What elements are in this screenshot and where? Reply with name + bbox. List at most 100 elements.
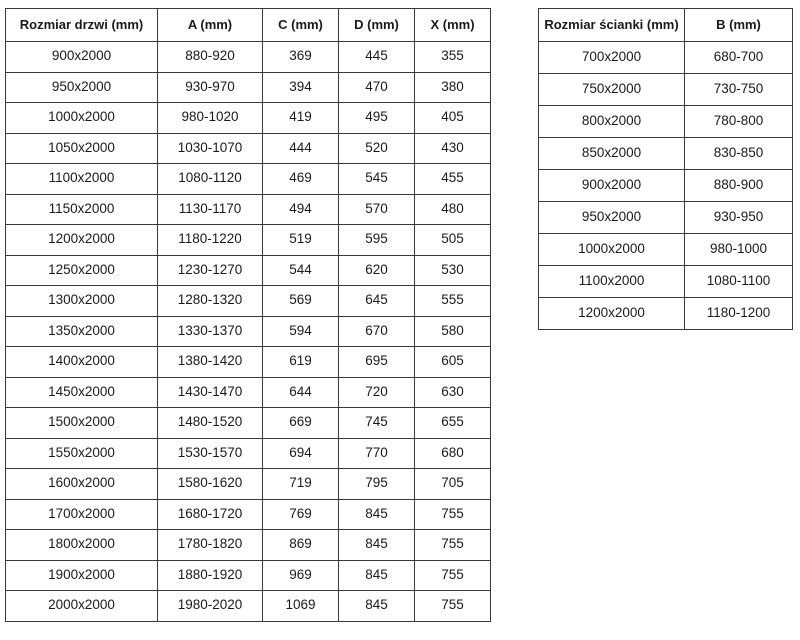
table-row: 1250x2000 1230-1270 544 620 530 (5, 254, 491, 286)
doors_table-cell: 745 (338, 407, 415, 439)
doors_table-cell: 1250x2000 (5, 254, 158, 286)
wall_table-cell: 1000x2000 (538, 233, 685, 266)
doors_table-cell: 545 (338, 163, 415, 195)
doors_table-cell: 1880-1920 (157, 559, 263, 591)
doors_table-cell: 519 (262, 224, 339, 256)
doors_table-cell: 1900x2000 (5, 559, 158, 591)
doors_table-cell: 1400x2000 (5, 346, 158, 378)
doors_table-cell: 544 (262, 254, 339, 286)
doors_table-cell: 694 (262, 437, 339, 469)
doors_table-cell: 1080-1120 (157, 163, 263, 195)
doors_table-cell: 1330-1370 (157, 315, 263, 347)
table-row: 1550x2000 1530-1570 694 770 680 (5, 437, 491, 469)
table-row: 1350x2000 1330-1370 594 670 580 (5, 315, 491, 347)
doors-header-x: X (mm) (414, 8, 491, 42)
doors_table-cell: 505 (414, 224, 491, 256)
doors_table-cell: 430 (414, 132, 491, 164)
doors_table-cell: 680 (414, 437, 491, 469)
wall_table-cell: 680-700 (684, 41, 793, 74)
doors_table-cell: 619 (262, 346, 339, 378)
wall-table-body: 700x2000 680-700 750x2000 730-750 800x2000 78… (538, 41, 793, 330)
doors_table-cell: 1680-1720 (157, 498, 263, 530)
doors_table-cell: 2000x2000 (5, 590, 158, 622)
wall_table-cell: 730-750 (684, 73, 793, 106)
wall_table-cell: 830-850 (684, 137, 793, 170)
doors_table-cell: 1450x2000 (5, 376, 158, 408)
doors-dimensions-table: Rozmiar drzwi (mm) A (mm) C (mm) D (mm) … (5, 8, 491, 622)
wall-table-container: Rozmiar ścianki (mm) B (mm) 700x2000 680-… (538, 8, 793, 330)
doors-header-c: C (mm) (262, 8, 339, 42)
wall_table-cell: 950x2000 (538, 201, 685, 234)
doors_table-cell: 1380-1420 (157, 346, 263, 378)
doors_table-cell: 720 (338, 376, 415, 408)
doors-table-body: 900x2000 880-920 369 445 355 950x2000 930-970 3… (5, 41, 491, 622)
table-row: 2000x2000 1980-2020 1069 845 755 (5, 590, 491, 622)
wall_table-cell: 800x2000 (538, 105, 685, 138)
doors-header-a: A (mm) (157, 8, 263, 42)
wall_table-cell: 1100x2000 (538, 265, 685, 298)
wall-table-header-row: Rozmiar ścianki (mm) B (mm) (538, 8, 793, 42)
table-row: 900x2000 880-900 (538, 169, 793, 202)
doors_table-cell: 480 (414, 193, 491, 225)
table-row: 700x2000 680-700 (538, 41, 793, 74)
table-row: 1200x2000 1180-1220 519 595 505 (5, 224, 491, 256)
doors-table-container: Rozmiar drzwi (mm) A (mm) C (mm) D (mm) … (5, 8, 491, 622)
table-row: 800x2000 780-800 (538, 105, 793, 138)
doors_table-cell: 530 (414, 254, 491, 286)
doors_table-cell: 669 (262, 407, 339, 439)
doors_table-cell: 930-970 (157, 71, 263, 103)
doors_table-cell: 1200x2000 (5, 224, 158, 256)
doors_table-cell: 444 (262, 132, 339, 164)
wall-header-size: Rozmiar ścianki (mm) (538, 8, 685, 42)
doors_table-cell: 594 (262, 315, 339, 347)
table-row: 1800x2000 1780-1820 869 845 755 (5, 529, 491, 561)
doors_table-cell: 419 (262, 102, 339, 134)
doors_table-cell: 369 (262, 41, 339, 73)
table-row: 1400x2000 1380-1420 619 695 605 (5, 346, 491, 378)
doors_table-cell: 495 (338, 102, 415, 134)
doors_table-cell: 1500x2000 (5, 407, 158, 439)
doors_table-cell: 845 (338, 559, 415, 591)
doors_table-cell: 869 (262, 529, 339, 561)
table-row: 1500x2000 1480-1520 669 745 655 (5, 407, 491, 439)
doors-header-d: D (mm) (338, 8, 415, 42)
wall_table-cell: 1080-1100 (684, 265, 793, 298)
table-row: 1050x2000 1030-1070 444 520 430 (5, 132, 491, 164)
table-row: 1450x2000 1430-1470 644 720 630 (5, 376, 491, 408)
doors_table-cell: 980-1020 (157, 102, 263, 134)
doors_table-cell: 1980-2020 (157, 590, 263, 622)
table-row: 1700x2000 1680-1720 769 845 755 (5, 498, 491, 530)
doors_table-cell: 795 (338, 468, 415, 500)
table-row: 750x2000 730-750 (538, 73, 793, 106)
table-row: 1300x2000 1280-1320 569 645 555 (5, 285, 491, 317)
wall-dimensions-table: Rozmiar ścianki (mm) B (mm) 700x2000 680-… (538, 8, 793, 330)
wall_table-cell: 750x2000 (538, 73, 685, 106)
doors_table-cell: 355 (414, 41, 491, 73)
doors_table-cell: 1100x2000 (5, 163, 158, 195)
table-row: 1900x2000 1880-1920 969 845 755 (5, 559, 491, 591)
table-row: 850x2000 830-850 (538, 137, 793, 170)
doors_table-cell: 1300x2000 (5, 285, 158, 317)
doors_table-cell: 1530-1570 (157, 437, 263, 469)
doors_table-cell: 719 (262, 468, 339, 500)
wall_table-cell: 780-800 (684, 105, 793, 138)
doors_table-cell: 630 (414, 376, 491, 408)
table-row: 1100x2000 1080-1120 469 545 455 (5, 163, 491, 195)
doors_table-cell: 1030-1070 (157, 132, 263, 164)
doors_table-cell: 755 (414, 529, 491, 561)
table-row: 1150x2000 1130-1170 494 570 480 (5, 193, 491, 225)
doors_table-cell: 1550x2000 (5, 437, 158, 469)
doors_table-cell: 755 (414, 590, 491, 622)
wall_table-cell: 700x2000 (538, 41, 685, 74)
doors_table-cell: 845 (338, 498, 415, 530)
doors_table-cell: 969 (262, 559, 339, 591)
doors_table-cell: 645 (338, 285, 415, 317)
wall-header-b: B (mm) (684, 8, 793, 42)
wall_table-cell: 980-1000 (684, 233, 793, 266)
doors-table-head: Rozmiar drzwi (mm) A (mm) C (mm) D (mm) … (5, 8, 491, 42)
doors_table-cell: 1280-1320 (157, 285, 263, 317)
doors_table-cell: 1180-1220 (157, 224, 263, 256)
doors_table-cell: 880-920 (157, 41, 263, 73)
doors_table-cell: 569 (262, 285, 339, 317)
